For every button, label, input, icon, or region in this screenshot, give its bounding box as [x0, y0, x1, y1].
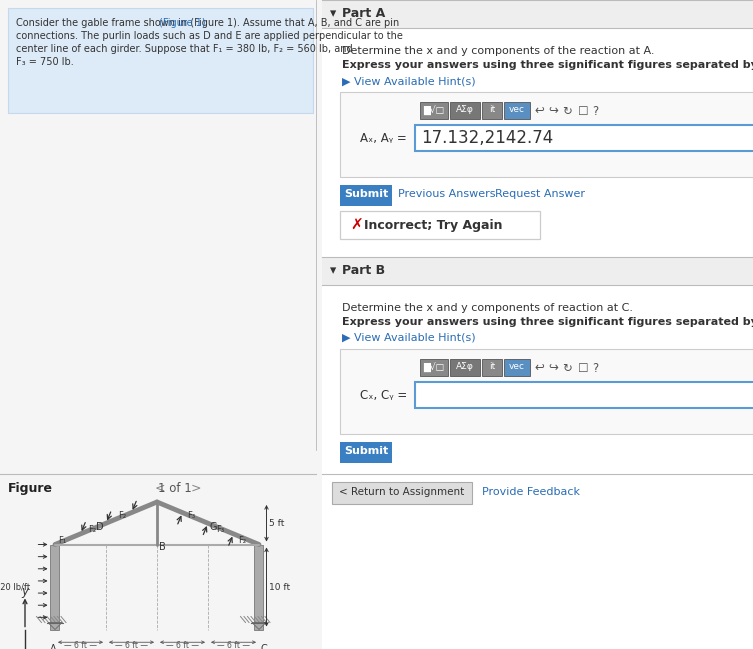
Text: AΣφ: AΣφ — [456, 362, 474, 371]
Text: it: it — [489, 362, 495, 371]
Text: █√□: █√□ — [423, 362, 444, 372]
Text: y: y — [22, 585, 29, 598]
Text: >: > — [191, 482, 201, 495]
Bar — [255, 545, 264, 630]
Text: Incorrect; Try Again: Incorrect; Try Again — [364, 219, 502, 232]
Text: 120 lb/ft: 120 lb/ft — [0, 583, 31, 591]
Text: 17.132,2142.74: 17.132,2142.74 — [421, 129, 553, 147]
Text: Part A: Part A — [342, 7, 386, 20]
Bar — [340, 92, 753, 177]
Polygon shape — [48, 622, 62, 630]
Bar — [322, 0, 753, 28]
Bar — [504, 102, 530, 119]
Text: < Return to Assignment: < Return to Assignment — [340, 487, 465, 497]
Text: — 6 ft —: — 6 ft — — [115, 641, 148, 649]
Text: F₃: F₃ — [187, 511, 196, 520]
Text: vec: vec — [509, 105, 525, 114]
Bar — [8, 8, 313, 113]
Text: vec: vec — [509, 362, 525, 371]
Text: F₁: F₁ — [58, 536, 66, 545]
Bar — [415, 382, 753, 408]
Text: Aₓ, Aᵧ =: Aₓ, Aᵧ = — [360, 132, 407, 145]
Bar — [482, 102, 502, 119]
Text: Express your answers using three significant figures separated by a comma.: Express your answers using three signifi… — [342, 60, 753, 70]
Bar — [332, 482, 472, 504]
Text: Part B: Part B — [342, 264, 385, 277]
Text: ?: ? — [592, 105, 598, 118]
Text: connections. The purlin loads such as D and E are applied perpendicular to the: connections. The purlin loads such as D … — [16, 31, 403, 41]
Text: ▶ View Available Hint(s): ▶ View Available Hint(s) — [342, 76, 476, 86]
Text: ↪: ↪ — [548, 105, 558, 118]
Bar — [322, 257, 753, 285]
Text: A: A — [50, 644, 56, 649]
Text: AΣφ: AΣφ — [456, 105, 474, 114]
Text: — 6 ft —: — 6 ft — — [217, 641, 250, 649]
Text: Cₓ, Cᵧ =: Cₓ, Cᵧ = — [360, 389, 407, 402]
Text: F₃ = 750 lb.: F₃ = 750 lb. — [16, 57, 74, 67]
Bar — [420, 102, 448, 119]
Text: ↻: ↻ — [562, 362, 572, 375]
Text: Submit: Submit — [344, 446, 388, 456]
Text: ▶ View Available Hint(s): ▶ View Available Hint(s) — [342, 333, 476, 343]
Text: Express your answers using three significant figures separated by a comma.: Express your answers using three signifi… — [342, 317, 753, 327]
Text: Determine the x and y components of the reaction at A.: Determine the x and y components of the … — [342, 46, 654, 56]
Bar — [340, 185, 392, 206]
Text: 10 ft: 10 ft — [270, 583, 291, 591]
Text: 1 of 1: 1 of 1 — [158, 482, 192, 495]
Bar — [322, 0, 753, 649]
Text: it: it — [489, 105, 495, 114]
Text: ?: ? — [592, 362, 598, 375]
Bar — [340, 211, 540, 239]
Text: ↩: ↩ — [534, 105, 544, 118]
Text: (Figure 1): (Figure 1) — [159, 18, 206, 28]
Bar — [420, 359, 448, 376]
Bar — [450, 359, 480, 376]
Text: F₃: F₃ — [216, 525, 224, 534]
Text: — 6 ft —: — 6 ft — — [166, 641, 199, 649]
Bar — [415, 125, 753, 151]
Text: D: D — [96, 522, 104, 532]
Text: Figure: Figure — [8, 482, 53, 495]
Bar — [450, 102, 480, 119]
Text: G: G — [210, 522, 218, 532]
Text: ▾: ▾ — [330, 7, 337, 20]
Text: Previous Answers: Previous Answers — [398, 189, 495, 199]
Text: ▾: ▾ — [330, 264, 337, 277]
Text: <: < — [155, 482, 165, 495]
Text: Determine the x and y components of reaction at C.: Determine the x and y components of reac… — [342, 303, 633, 313]
Text: — 6 ft —: — 6 ft — — [64, 641, 97, 649]
Text: B: B — [159, 543, 166, 552]
Text: ☐: ☐ — [578, 105, 589, 118]
Text: Provide Feedback: Provide Feedback — [482, 487, 580, 497]
Text: ✗: ✗ — [350, 218, 363, 233]
Text: █√□: █√□ — [423, 105, 444, 115]
Text: 5 ft: 5 ft — [270, 519, 285, 528]
Polygon shape — [252, 622, 266, 630]
Text: center line of each girder. Suppose that F₁ = 380 lb, F₂ = 560 lb, and: center line of each girder. Suppose that… — [16, 44, 352, 54]
Bar — [50, 545, 59, 630]
Text: F₂: F₂ — [239, 536, 247, 545]
Text: ↩: ↩ — [534, 362, 544, 375]
Text: F₂: F₂ — [118, 511, 127, 520]
Text: ↪: ↪ — [548, 362, 558, 375]
Text: C: C — [261, 644, 268, 649]
Bar — [482, 359, 502, 376]
Text: ☐: ☐ — [578, 362, 589, 375]
Bar — [340, 442, 392, 463]
Bar — [340, 349, 753, 434]
Text: Request Answer: Request Answer — [495, 189, 585, 199]
Text: F₂: F₂ — [88, 525, 96, 534]
Text: Submit: Submit — [344, 189, 388, 199]
Bar — [504, 359, 530, 376]
Text: ↻: ↻ — [562, 105, 572, 118]
Text: Consider the gable frame shown in (Figure 1). Assume that A, B, and C are pin: Consider the gable frame shown in (Figur… — [16, 18, 399, 28]
